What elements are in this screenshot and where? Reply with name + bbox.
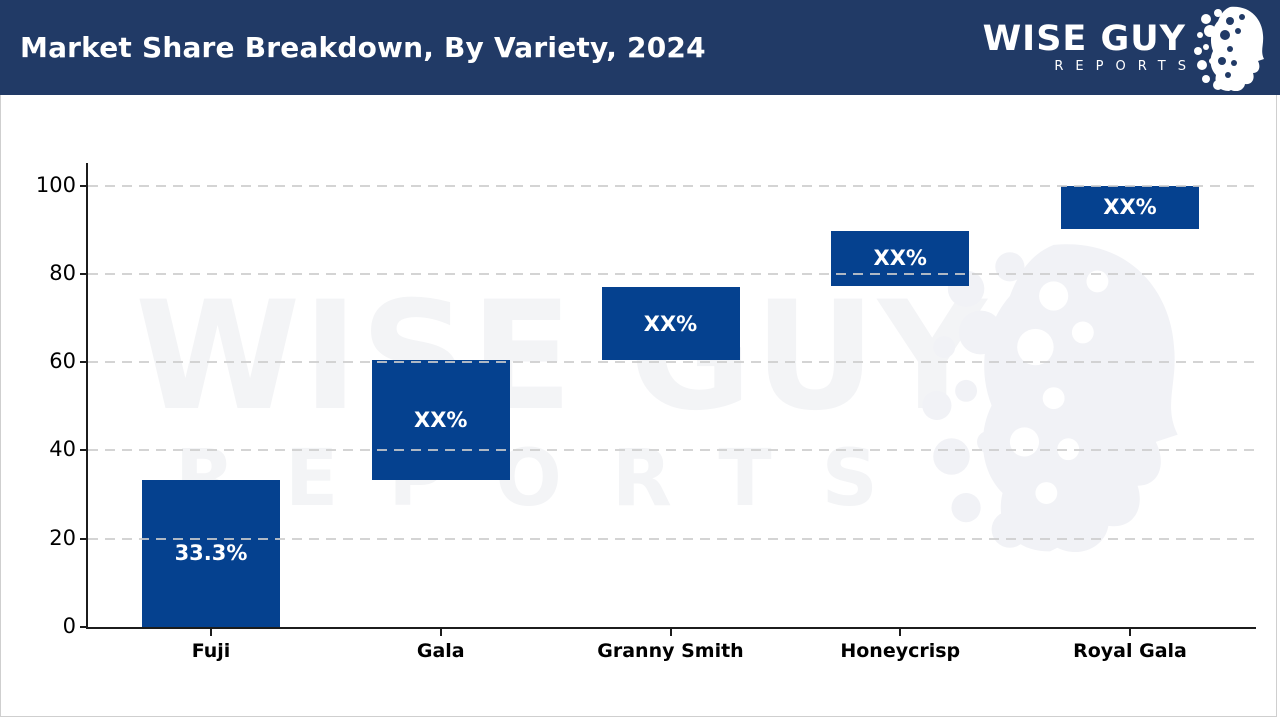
watermark-subtitle: REPORTS — [175, 434, 928, 524]
x-axis-spine — [86, 627, 1256, 629]
gridline-100 — [88, 184, 1256, 187]
gridline-60 — [88, 361, 1256, 364]
y-tick-mark — [80, 272, 88, 275]
y-tick-mark — [80, 361, 88, 364]
gridline-40 — [88, 449, 1256, 452]
frame-left-line — [0, 95, 1, 717]
x-category-label: Royal Gala — [1073, 640, 1187, 662]
watermark-head-icon — [922, 244, 1178, 553]
y-axis-spine — [86, 163, 88, 629]
wiseguy-head-icon — [1194, 6, 1264, 91]
logo-text: WISE GUY REPORTS — [982, 19, 1186, 74]
frame-right-line — [1276, 95, 1277, 717]
bar-value-label: XX% — [414, 407, 468, 432]
bar-value-label: XX% — [873, 246, 927, 271]
bar-royal-gala: XX% — [1061, 185, 1199, 229]
y-tick-mark — [80, 626, 88, 628]
bar-honeycrisp: XX% — [831, 230, 970, 286]
gridline-80 — [88, 272, 1256, 275]
bar-granny-smith: XX% — [601, 287, 740, 360]
x-tick-mark — [669, 629, 672, 636]
y-tick-label: 60 — [49, 349, 76, 374]
x-category-label: Fuji — [191, 640, 231, 662]
header: Market Share Breakdown, By Variety, 2024… — [0, 0, 1280, 95]
y-tick-label: 20 — [49, 525, 76, 550]
y-tick-label: 80 — [49, 260, 76, 285]
bar-value-label: XX% — [1103, 195, 1157, 220]
x-category-label: Granny Smith — [597, 640, 744, 662]
gridline-20 — [88, 537, 1256, 540]
y-tick-mark — [80, 537, 88, 540]
bar-value-label: 33.3% — [174, 541, 248, 566]
x-tick-mark — [210, 629, 212, 636]
y-tick-mark — [80, 184, 88, 187]
y-tick-label: 0 — [62, 614, 76, 638]
frame-bottom-line — [0, 716, 1277, 717]
x-category-label: Honeycrisp — [840, 640, 961, 662]
bar-gala: XX% — [371, 359, 510, 480]
logo-subtitle: REPORTS — [1054, 59, 1198, 74]
y-tick-label: 40 — [49, 437, 76, 462]
logo-wordmark: WISE GUY — [982, 19, 1186, 59]
y-tick-label: 100 — [35, 172, 76, 197]
wiseguy-logo: WISE GUY REPORTS — [983, 5, 1266, 91]
y-tick-mark — [80, 449, 88, 452]
bar-value-label: XX% — [643, 311, 698, 336]
x-tick-mark — [899, 629, 902, 636]
x-category-label: Gala — [416, 640, 465, 662]
bar-fuji: 33.3% — [142, 480, 280, 627]
watermark-wordmark: WISE GUY — [135, 270, 989, 444]
x-tick-mark — [439, 629, 442, 636]
x-tick-mark — [1129, 629, 1131, 636]
page-title: Market Share Breakdown, By Variety, 2024 — [20, 31, 706, 64]
